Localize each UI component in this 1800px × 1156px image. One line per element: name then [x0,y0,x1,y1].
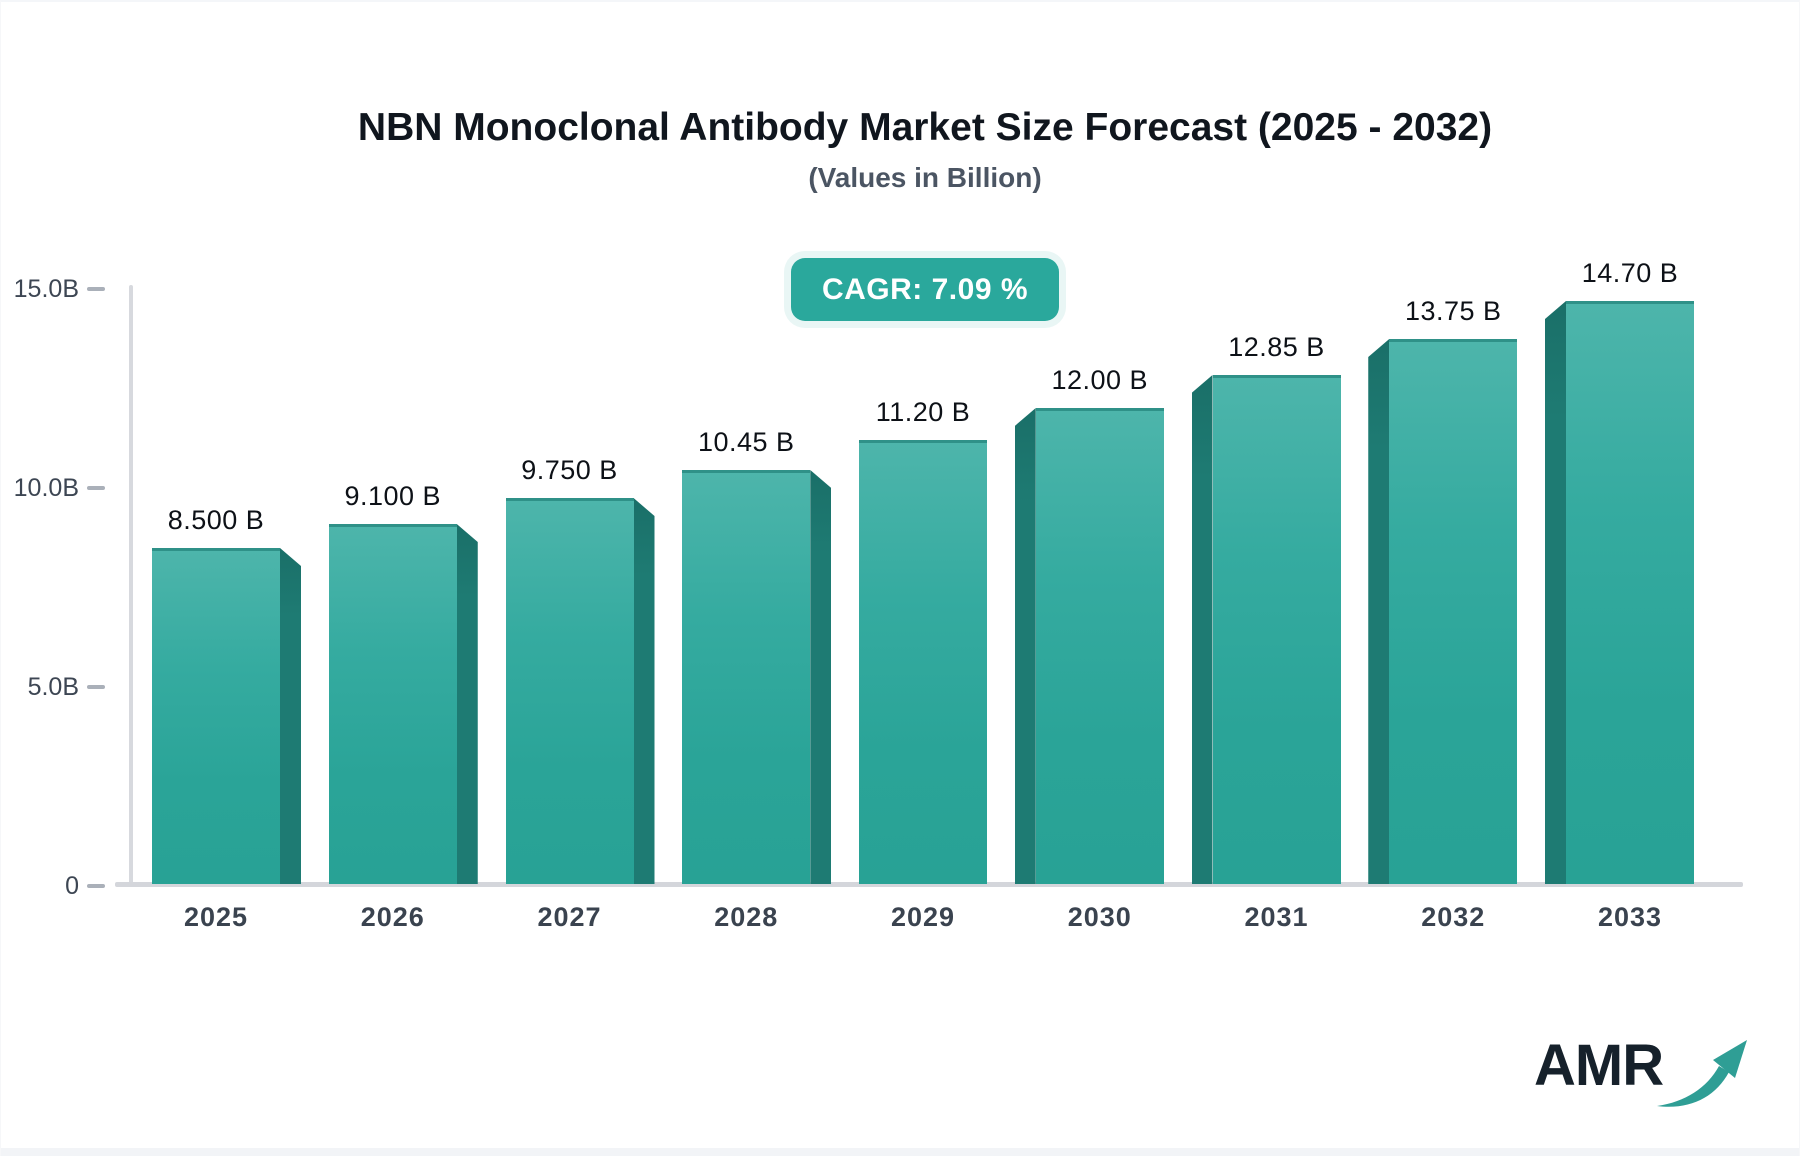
brand-logo: AMR [1534,1033,1748,1114]
bar-side-face [1545,301,1566,884]
bar-face [682,470,811,884]
chart-title: NBN Monoclonal Antibody Market Size Fore… [357,106,1493,149]
chart-subtitle: (Values in Billion) [808,162,1042,193]
cagr-badge: CAGR: 7.09 % [791,258,1059,321]
bar-face [1389,339,1518,884]
y-axis-line [129,285,133,886]
y-axis-tick [87,884,105,888]
bar-value-label: 12.85 B [1228,332,1325,362]
bar-face [328,524,457,884]
x-axis-label: 2029 [890,902,956,932]
x-axis-label: 2031 [1244,902,1309,932]
bar-value-label: 10.45 B [697,427,795,457]
x-axis-label: 2027 [537,902,602,932]
bar-face [859,440,987,884]
x-axis-label: 2030 [1067,902,1132,932]
y-axis-tick [87,287,105,291]
bar-value-label: 11.20 B [875,397,971,427]
bar-face [1566,301,1694,884]
bar-value-label: 13.75 B [1404,296,1502,326]
bar-face [505,498,634,884]
y-axis-tick-label: 5.0B [27,673,79,701]
bar-side-face [1191,375,1213,884]
bar-side-face [280,548,301,884]
x-axis-label: 2033 [1597,902,1663,932]
bar-side-face [810,470,832,884]
x-axis-label: 2032 [1421,902,1486,932]
bar-side-face [633,498,655,884]
bar-value-label: 14.70 B [1581,258,1679,288]
x-axis-label: 2028 [714,902,779,932]
trend-up-arrow-icon [1655,1036,1755,1119]
bar-face [152,548,280,884]
bar-face [1035,408,1164,884]
y-axis-tick [87,685,105,689]
brand-logo-text: AMR [1534,1033,1664,1098]
y-axis-tick-label: 10.0B [13,474,79,502]
bar-side-face [1368,339,1390,884]
bar-face [1212,375,1341,884]
bar-side-face [1014,408,1036,884]
y-axis-tick-label: 15.0B [13,275,79,303]
bottom-edge-strip [1,1148,1799,1156]
bar-value-label: 9.100 B [344,481,442,511]
x-axis-label: 2025 [183,902,249,932]
y-axis-tick [87,486,105,490]
bar-value-label: 9.750 B [521,455,618,485]
bar-value-label: 8.500 B [167,505,265,535]
x-axis-baseline [115,882,1743,887]
x-axis-label: 2026 [360,902,425,932]
bar-value-label: 12.00 B [1051,365,1149,395]
bar-side-face [456,524,478,884]
y-axis-tick-label: 0 [65,872,79,900]
